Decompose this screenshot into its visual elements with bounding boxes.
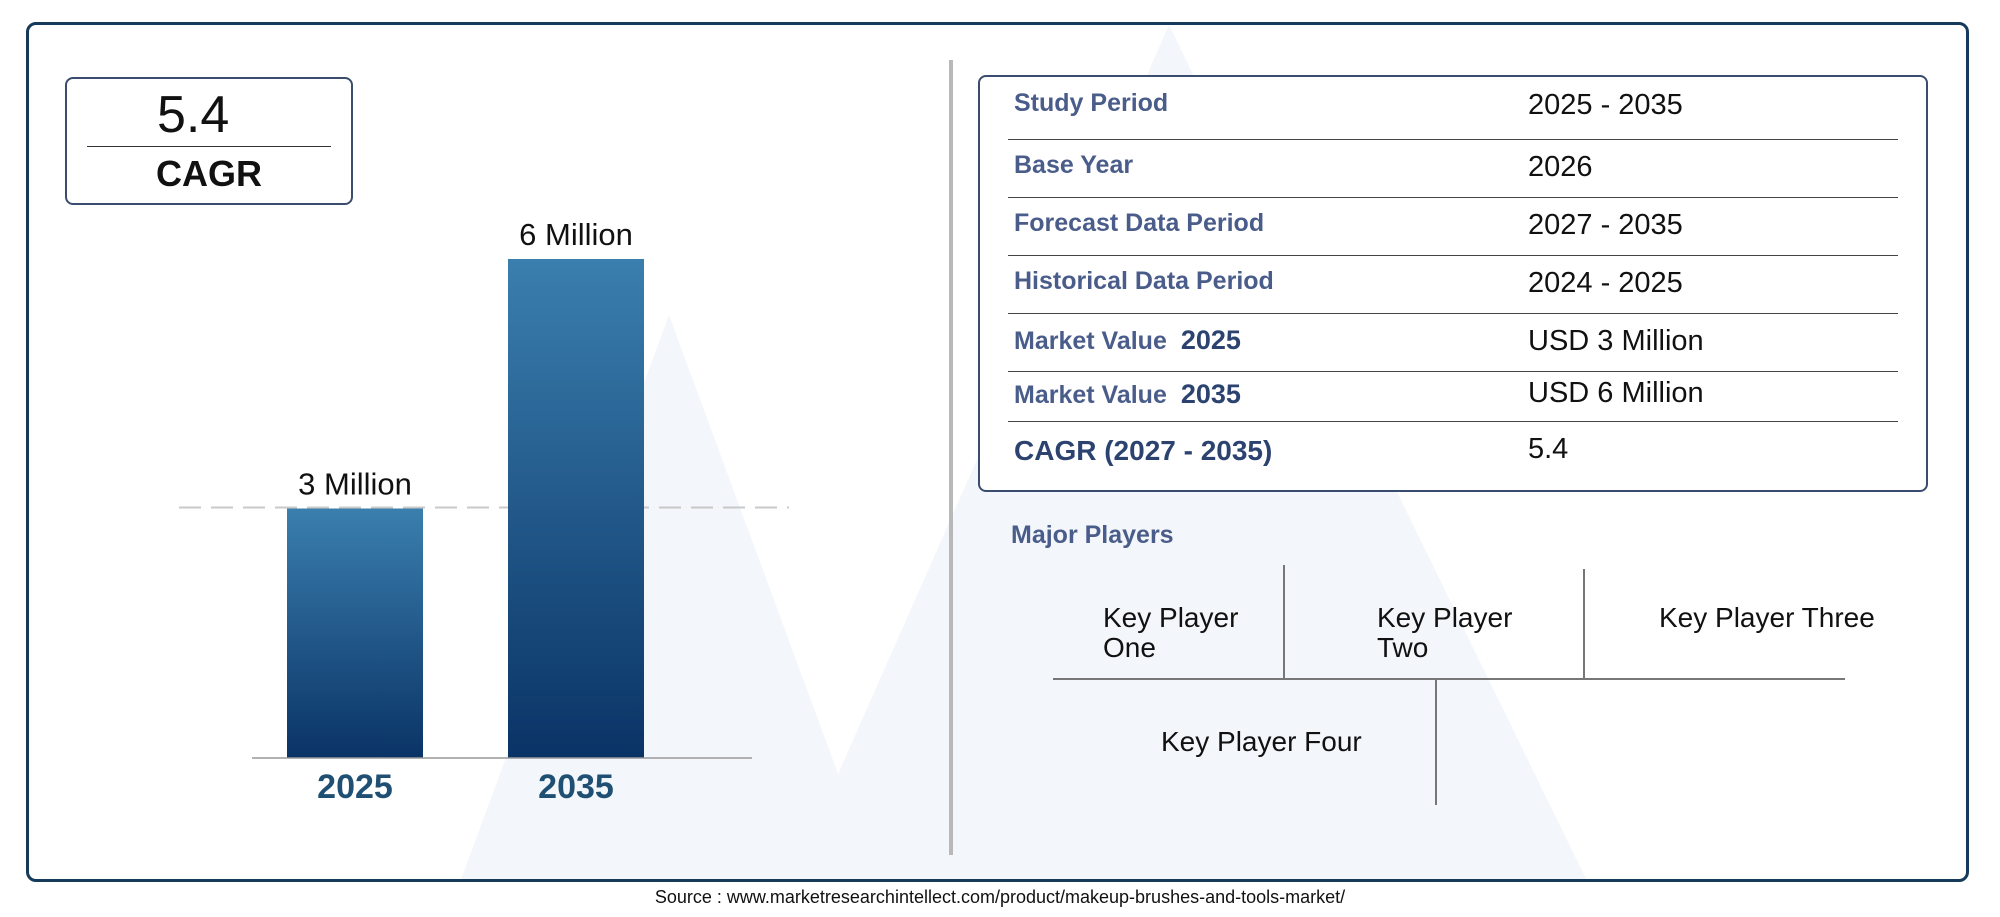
grid-divider bbox=[1435, 679, 1437, 805]
row-label: CAGR (2027 - 2035) bbox=[1014, 435, 1273, 466]
row-label: Study Period bbox=[1014, 89, 1169, 117]
row-label-text: Market Value bbox=[1014, 327, 1167, 355]
table-row: Market Value 2035 USD 6 Million bbox=[1008, 371, 1898, 422]
row-label: Market Value 2025 bbox=[1014, 325, 1241, 356]
row-value: USD 3 Million bbox=[1528, 325, 1704, 357]
value-label-2035: 6 Million bbox=[519, 217, 633, 252]
key-player-one: Key Player One bbox=[1103, 602, 1239, 663]
source-citation: Source : www.marketresearchintellect.com… bbox=[654, 887, 1346, 907]
row-label-year: 2025 bbox=[1180, 325, 1241, 355]
row-value: 2026 bbox=[1528, 151, 1593, 183]
row-value: 5.4 bbox=[1528, 433, 1569, 465]
value-label-2025: 3 Million bbox=[298, 467, 412, 502]
key-player-three: Key Player Three bbox=[1659, 602, 1875, 633]
table-row: Market Value 2025 USD 3 Million bbox=[1008, 313, 1898, 372]
x-tick-label-2035: 2035 bbox=[538, 768, 614, 806]
row-label-text: Market Value bbox=[1014, 381, 1167, 409]
row-value: 2025 - 2035 bbox=[1528, 89, 1683, 121]
market-value-bar-chart: 3 Million 6 Million 2025 2035 bbox=[179, 217, 789, 806]
bar-2035 bbox=[508, 259, 644, 758]
table-row: Base Year 2026 bbox=[1008, 139, 1898, 198]
cagr-label: CAGR bbox=[156, 153, 262, 194]
row-value: 2027 - 2035 bbox=[1528, 209, 1683, 241]
bar-2025 bbox=[287, 508, 423, 758]
cagr-divider bbox=[87, 146, 331, 147]
table-row: Study Period 2025 - 2035 bbox=[1008, 77, 1898, 140]
infographic-frame: 5.4 CAGR 3 Million 6 Million 2025 2035 S… bbox=[26, 22, 1969, 882]
row-value: 2024 - 2025 bbox=[1528, 267, 1683, 299]
grid-divider bbox=[1283, 565, 1285, 678]
grid-divider bbox=[1583, 569, 1585, 678]
section-divider bbox=[949, 60, 953, 855]
row-value: USD 6 Million bbox=[1528, 377, 1704, 409]
table-row: CAGR (2027 - 2035) 5.4 bbox=[1008, 421, 1898, 489]
key-player-four: Key Player Four bbox=[1161, 726, 1362, 757]
major-players-title: Major Players bbox=[1011, 521, 1174, 549]
market-summary-table: Study Period 2025 - 2035 Base Year 2026 … bbox=[978, 75, 1928, 492]
key-player-two: Key Player Two bbox=[1377, 602, 1513, 663]
grid-divider bbox=[1053, 678, 1845, 680]
row-label-year: 2035 bbox=[1180, 379, 1241, 409]
cagr-value: 5.4 bbox=[157, 86, 230, 144]
table-row: Historical Data Period 2024 - 2025 bbox=[1008, 255, 1898, 314]
row-label: Market Value 2035 bbox=[1014, 379, 1241, 410]
table-row: Forecast Data Period 2027 - 2035 bbox=[1008, 197, 1898, 256]
row-label: Base Year bbox=[1014, 151, 1134, 179]
x-tick-label-2025: 2025 bbox=[317, 768, 393, 806]
row-label: Historical Data Period bbox=[1014, 267, 1274, 295]
row-label: Forecast Data Period bbox=[1014, 209, 1265, 237]
cagr-badge: 5.4 CAGR bbox=[65, 77, 353, 205]
